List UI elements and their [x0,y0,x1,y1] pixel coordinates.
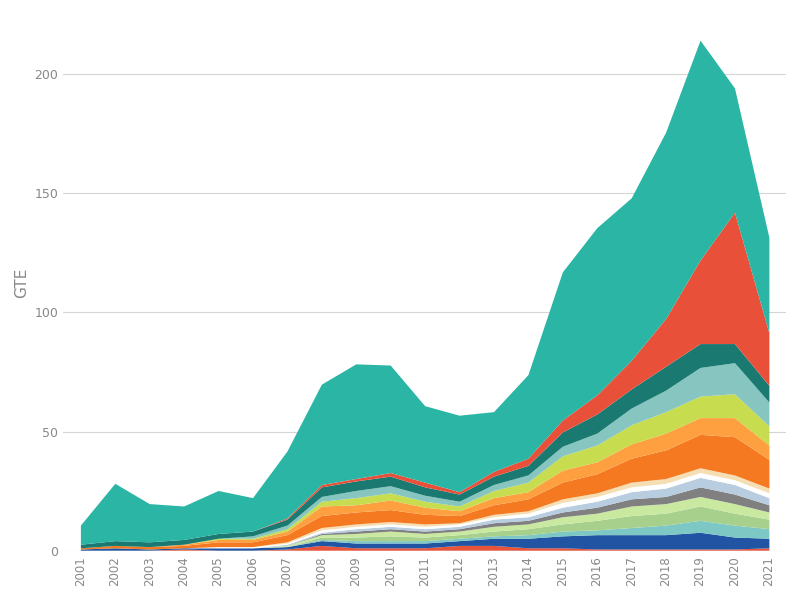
Y-axis label: GTE: GTE [14,268,29,298]
